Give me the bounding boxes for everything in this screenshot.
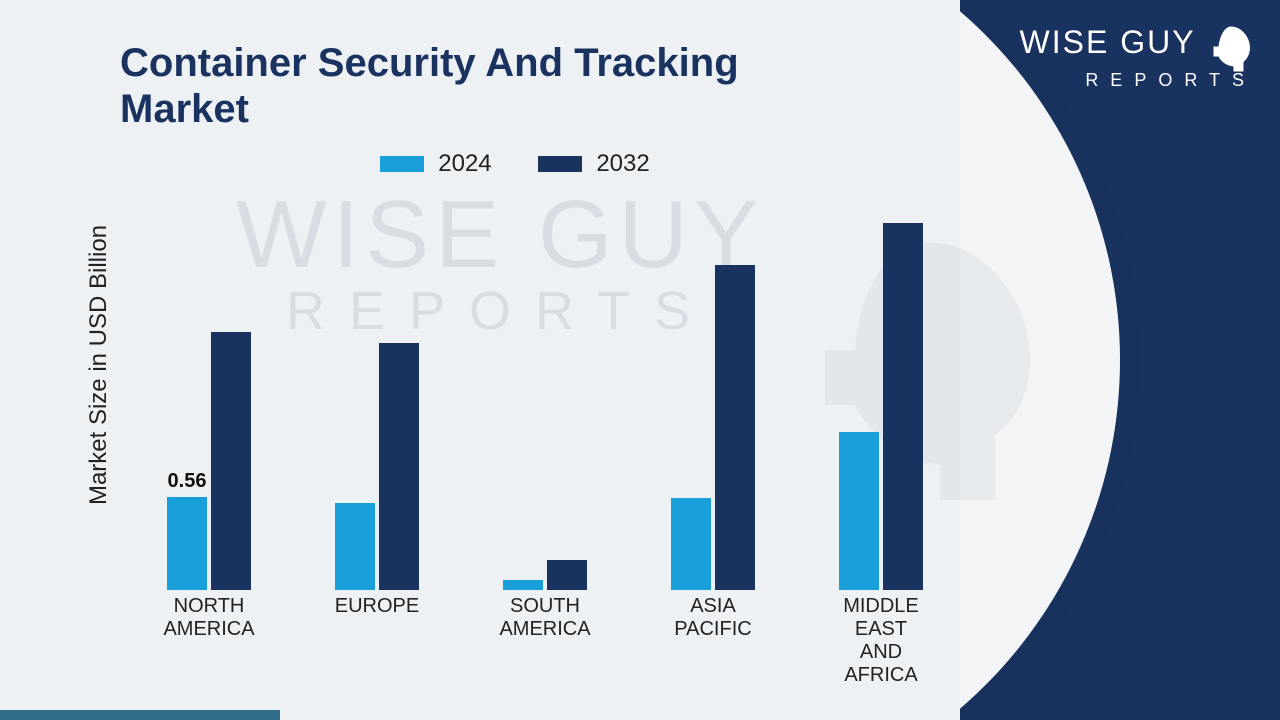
bar-2024 [167,497,207,590]
category-group: MIDDLE EAST AND AFRICA [797,190,965,590]
category-label: SOUTH AMERICA [461,595,629,641]
bar-2024 [671,498,711,590]
footer-accent-bar [0,710,280,720]
category-group: ASIA PACIFIC [629,190,797,590]
bar-2024 [335,503,375,590]
bar-2032 [883,223,923,590]
brand-head-icon [1206,24,1256,74]
chart-title: Container Security And Tracking Market [120,40,820,132]
brand-line2: REPORTS [1020,70,1256,91]
bar-2024 [503,580,543,590]
bar-2024 [839,432,879,590]
category-group: 0.56NORTH AMERICA [125,190,293,590]
category-label: NORTH AMERICA [125,595,293,641]
plot-region: 0.56NORTH AMERICAEUROPESOUTH AMERICAASIA… [125,190,965,590]
category-group: SOUTH AMERICA [461,190,629,590]
category-label: ASIA PACIFIC [629,595,797,641]
brand-logo: WISE GUY REPORTS [1020,24,1256,91]
bar-2032 [379,343,419,590]
bar-value-label: 0.56 [157,470,217,493]
legend-swatch-2032 [538,156,582,172]
brand-line1: WISE GUY [1020,24,1196,60]
category-group: EUROPE [293,190,461,590]
legend-label-2032: 2032 [596,150,649,178]
y-axis-label: Market Size in USD Billion [85,150,115,580]
bar-2032 [715,265,755,590]
legend-item-2024: 2024 [380,150,491,178]
category-label: EUROPE [293,595,461,618]
category-label: MIDDLE EAST AND AFRICA [797,595,965,687]
legend-label-2024: 2024 [438,150,491,178]
chart-area: Market Size in USD Billion 2024 2032 0.5… [55,150,975,670]
bar-2032 [211,332,251,590]
legend-swatch-2024 [380,156,424,172]
bar-2032 [547,560,587,590]
chart-legend: 2024 2032 [55,150,975,179]
legend-item-2032: 2032 [538,150,649,178]
